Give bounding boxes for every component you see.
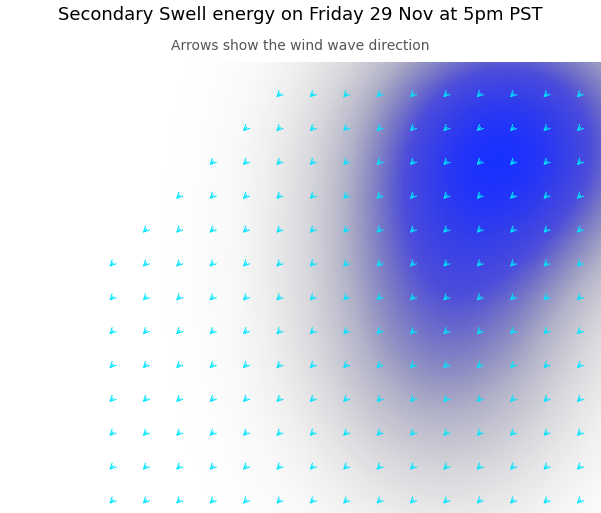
Text: Arrows show the wind wave direction: Arrows show the wind wave direction xyxy=(171,39,430,53)
Text: Secondary Swell energy on Friday 29 Nov at 5pm PST: Secondary Swell energy on Friday 29 Nov … xyxy=(58,6,543,25)
